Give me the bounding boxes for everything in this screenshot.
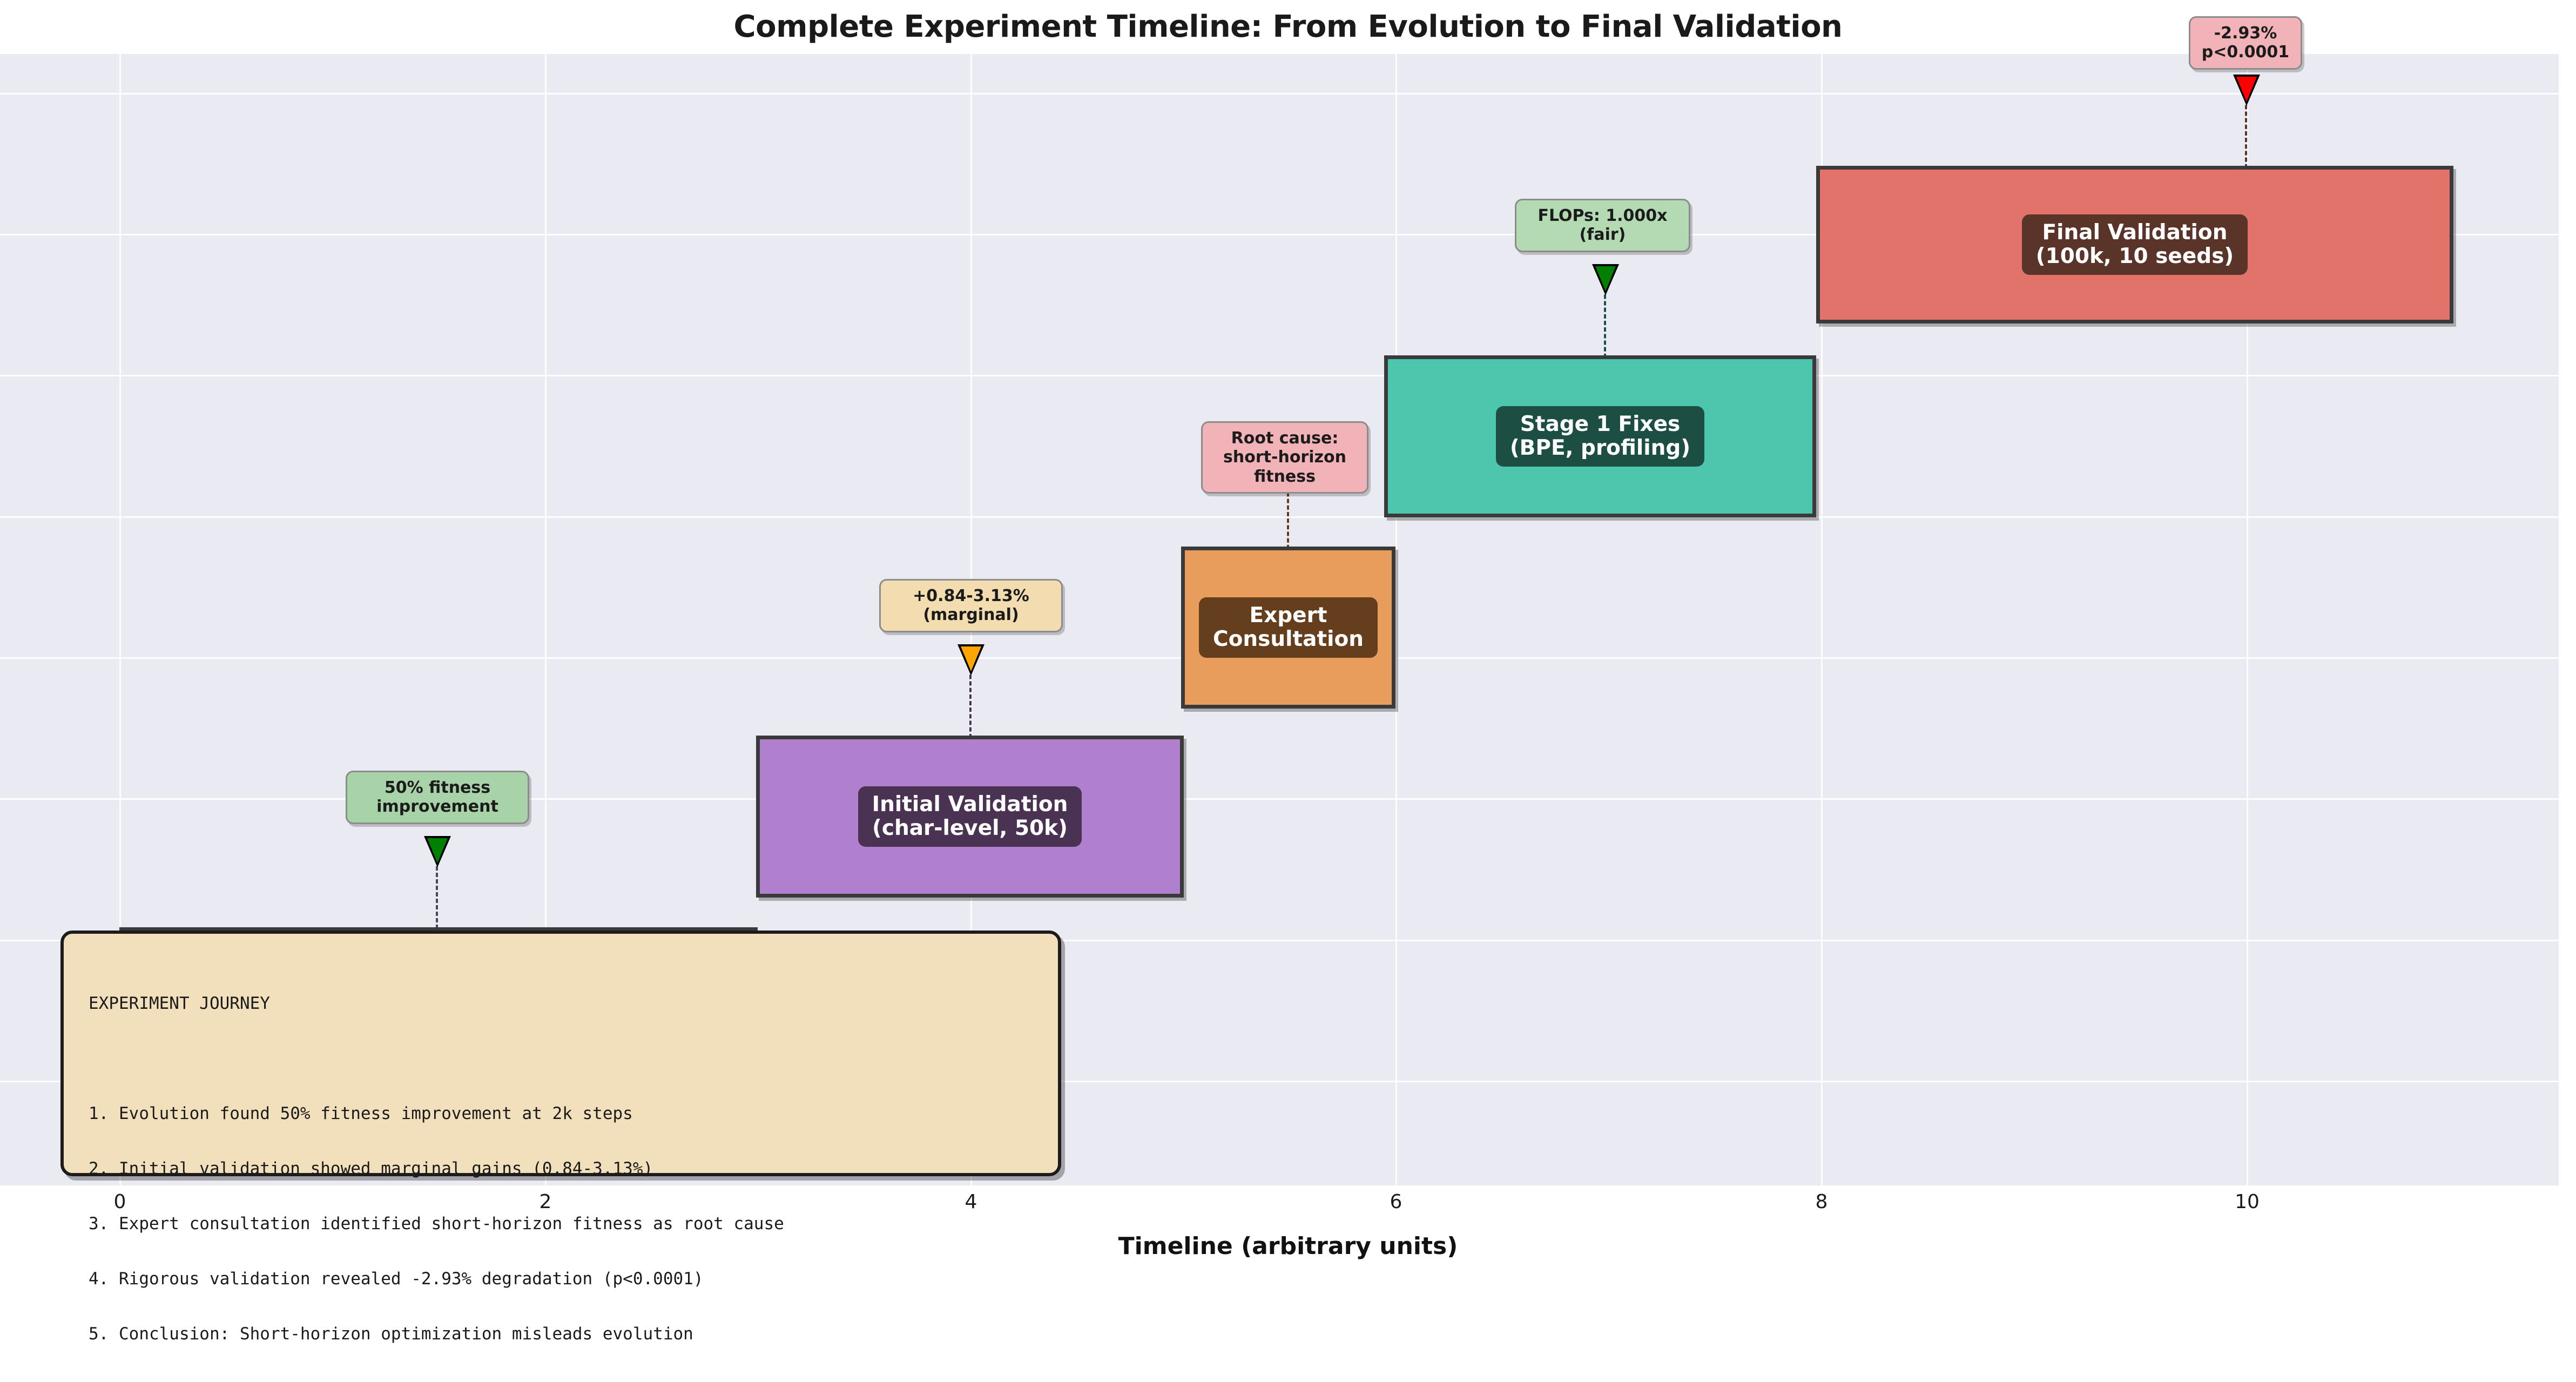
- phase-label-line2-initial-validation: (char-level, 50k): [872, 816, 1068, 840]
- annotation-arrow-final-validation: [2236, 77, 2257, 102]
- journey-item-1: 1. Evolution found 50% fitness improveme…: [89, 1104, 633, 1123]
- xaxis-tick-8: 8: [1815, 1191, 1828, 1213]
- phase-label-line1-final-validation: Final Validation: [2042, 220, 2228, 245]
- experiment-journey-summary: EXPERIMENT JOURNEY 1. Evolution found 50…: [60, 931, 1061, 1343]
- journey-spacer: [89, 1050, 1033, 1072]
- journey-item-4: 4. Rigorous validation revealed -2.93% d…: [89, 1269, 704, 1289]
- gridline-horizontal-2: [0, 234, 2559, 235]
- phase-label-final-validation: Final Validation (100k, 10 seeds): [2021, 214, 2248, 275]
- phase-label-line2-stage-1-fixes: (BPE, profiling): [1509, 436, 1691, 460]
- plot-area: Evolution(35 iterations) 50% fitnessimpr…: [0, 16, 2559, 1343]
- gridline-vertical-6: [1395, 54, 1397, 1185]
- page-title: Complete Experiment Timeline: From Evolu…: [733, 9, 1843, 44]
- xaxis-tick-0: 0: [113, 1191, 126, 1213]
- phase-label-stage-1-fixes: Stage 1 Fixes (BPE, profiling): [1495, 406, 1705, 467]
- gridline-horizontal-4: [0, 516, 2559, 518]
- annotation-line1-expert-consultation: Root cause:: [1231, 429, 1339, 448]
- gridline-horizontal-7: [0, 940, 2559, 941]
- annotation-final-validation: -2.93% p<0.0001: [2189, 16, 2302, 70]
- gridline-horizontal-1: [0, 93, 2559, 95]
- annotation-evolution: 50% fitness improvement: [346, 771, 529, 824]
- phase-label-line2-expert-consultation: Consultation: [1212, 627, 1364, 651]
- annotation-line2-expert-consultation: short-horizon: [1223, 448, 1346, 467]
- annotation-stem-evolution: [436, 853, 440, 994]
- phase-bar-expert-consultation[interactable]: Expert Consultation: [1181, 547, 1395, 709]
- gridline-horizontal-8: [0, 1081, 2559, 1082]
- annotation-line2-final-validation: p<0.0001: [2201, 43, 2290, 62]
- gridline-vertical-8: [1821, 54, 1823, 1185]
- annotation-line1-initial-validation: +0.84-3.13%: [913, 586, 1029, 605]
- phase-bar-final-validation[interactable]: Final Validation (100k, 10 seeds): [1816, 166, 2453, 323]
- phase-bar-initial-validation[interactable]: Initial Validation (char-level, 50k): [756, 736, 1184, 898]
- gridline-horizontal-6: [0, 798, 2559, 800]
- phase-label-line2-final-validation: (100k, 10 seeds): [2035, 244, 2234, 268]
- annotation-line1-final-validation: -2.93%: [2214, 24, 2277, 43]
- xaxis-tick-4: 4: [965, 1191, 977, 1213]
- gridline-vertical-10: [2247, 54, 2248, 1185]
- xaxis-tick-6: 6: [1390, 1191, 1402, 1213]
- journey-item-5: 5. Conclusion: Short-horizon optimizatio…: [89, 1324, 693, 1344]
- annotation-stage-1-fixes: FLOPs: 1.000x (fair): [1515, 199, 1690, 252]
- annotation-expert-consultation: Root cause: short-horizon fitness: [1201, 421, 1368, 494]
- journey-item-2: 2. Initial validation showed marginal ga…: [89, 1159, 653, 1178]
- phase-label-expert-consultation: Expert Consultation: [1198, 597, 1378, 658]
- phase-label-initial-validation: Initial Validation (char-level, 50k): [858, 786, 1082, 847]
- xaxis-tick-10: 10: [2235, 1191, 2260, 1213]
- phase-label-line1-initial-validation: Initial Validation: [872, 792, 1068, 817]
- annotation-line1-stage-1-fixes: FLOPs: 1.000x: [1537, 206, 1668, 225]
- journey-item-3: 3. Expert consultation identified short-…: [89, 1214, 784, 1233]
- phase-label-line1-stage-1-fixes: Stage 1 Fixes: [1520, 412, 1681, 437]
- annotation-line3-expert-consultation: fitness: [1254, 467, 1316, 486]
- gridline-vertical-0: [119, 54, 121, 1185]
- annotation-arrow-stage-1-fixes: [1595, 266, 1616, 291]
- gridline-horizontal-3: [0, 375, 2559, 376]
- gridline-vertical-2: [545, 54, 547, 1185]
- phase-label-line1-expert-consultation: Expert: [1249, 603, 1327, 628]
- annotation-arrow-initial-validation: [961, 646, 981, 671]
- journey-heading: EXPERIMENT JOURNEY: [89, 994, 270, 1013]
- annotation-line2-evolution: improvement: [376, 797, 498, 817]
- xaxis-title: Timeline (arbitrary units): [1118, 1232, 1458, 1260]
- annotation-line2-initial-validation: (marginal): [923, 605, 1019, 625]
- phase-bar-stage-1-fixes[interactable]: Stage 1 Fixes (BPE, profiling): [1384, 355, 1816, 517]
- annotation-line2-stage-1-fixes: (fair): [1579, 225, 1626, 245]
- annotation-line1-evolution: 50% fitness: [384, 778, 491, 797]
- annotation-arrow-evolution: [427, 838, 448, 863]
- xaxis-tick-2: 2: [539, 1191, 552, 1213]
- annotation-initial-validation: +0.84-3.13% (marginal): [879, 579, 1063, 632]
